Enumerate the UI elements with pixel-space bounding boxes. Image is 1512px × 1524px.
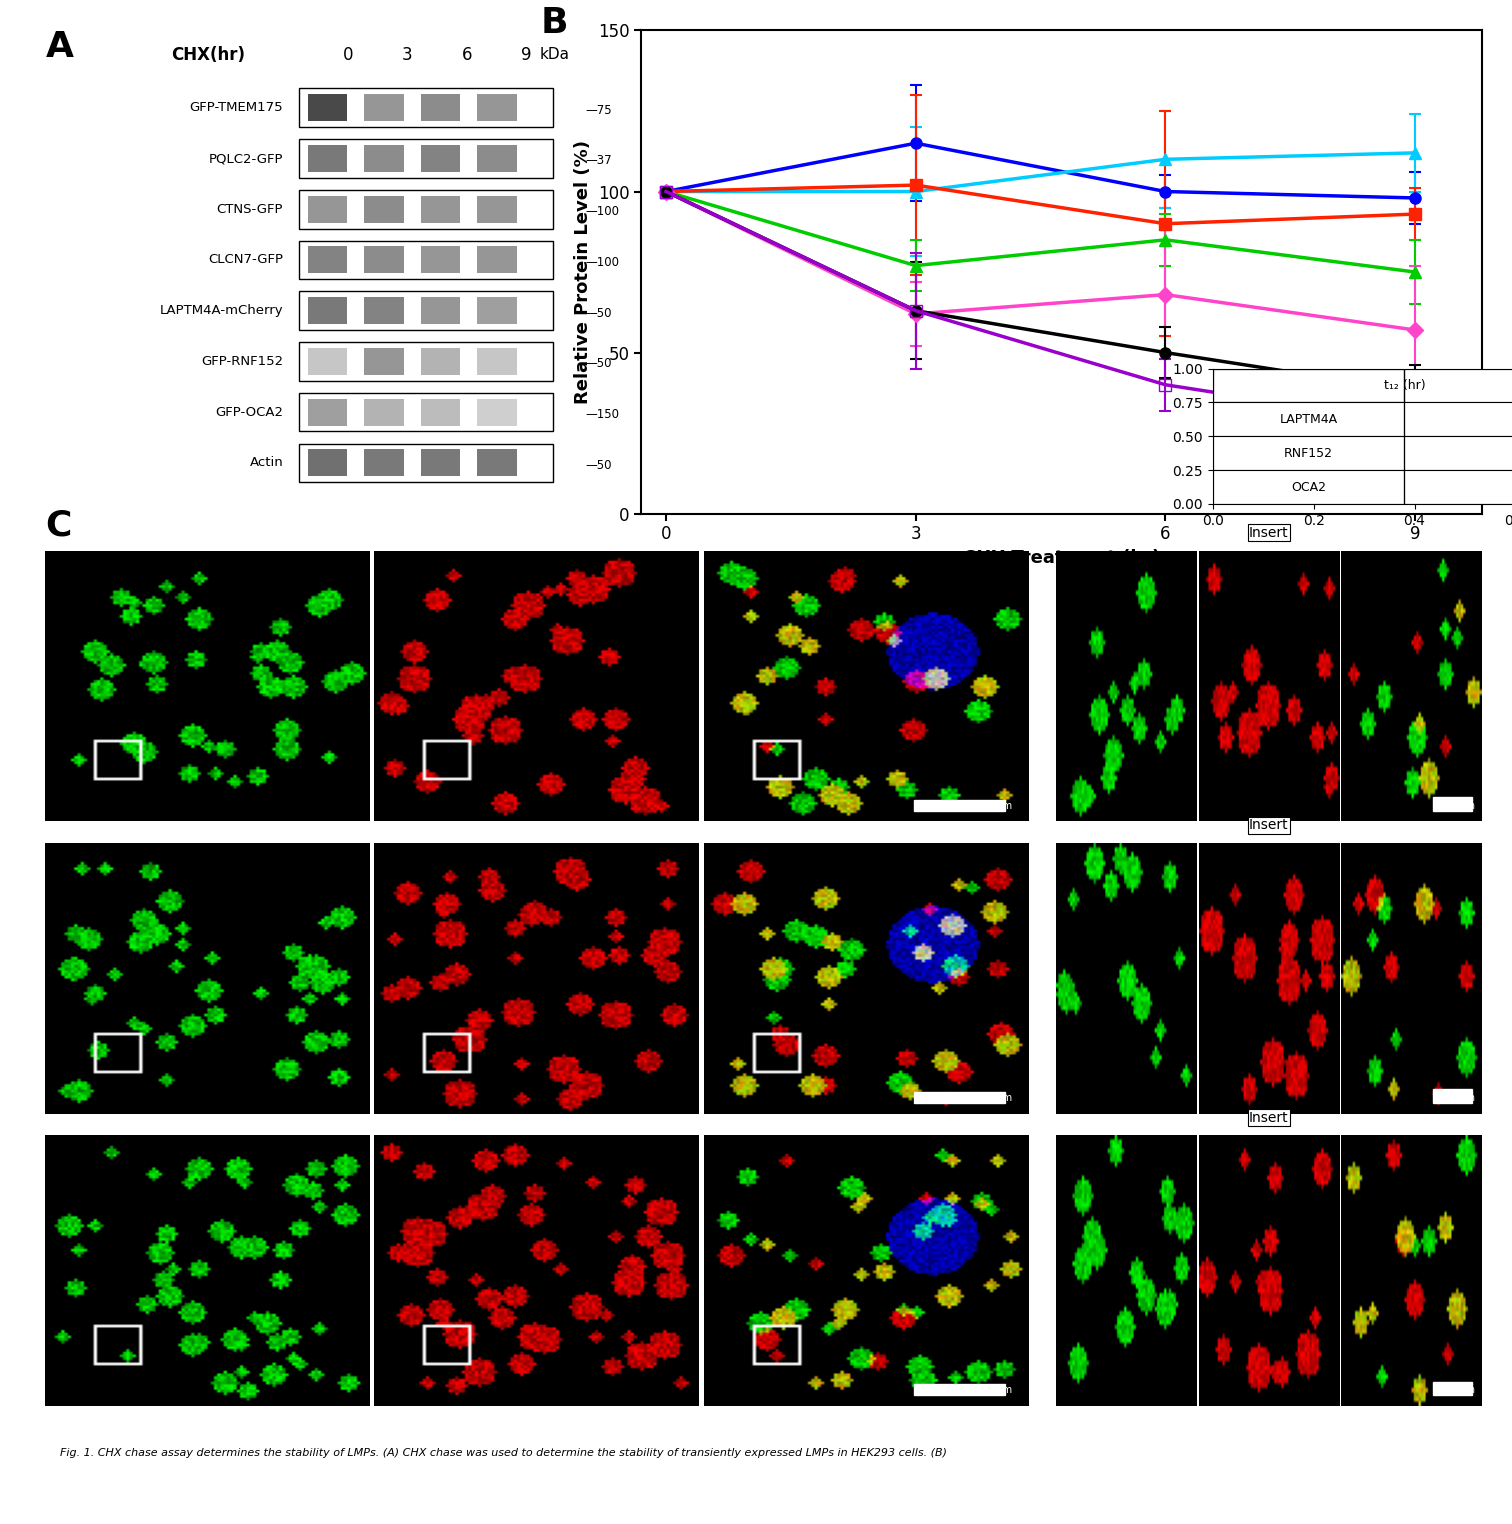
Bar	[915, 800, 1005, 811]
Title: LAPTM4A: LAPTM4A	[175, 536, 240, 550]
Text: 3 μm: 3 μm	[1450, 800, 1474, 811]
Title: LAMP2: LAMP2	[513, 536, 559, 550]
Bar	[478, 94, 517, 122]
Bar	[299, 88, 553, 126]
Text: 3 μm: 3 μm	[1450, 1093, 1474, 1103]
Text: —150: —150	[585, 408, 620, 421]
Text: 6: 6	[461, 46, 472, 64]
Text: B: B	[540, 6, 567, 40]
Bar	[364, 94, 404, 122]
Bar	[364, 347, 404, 375]
Title: LAMP2: LAMP2	[513, 1122, 559, 1135]
Bar	[420, 195, 460, 223]
Bar	[299, 241, 553, 279]
Text: 10 μm: 10 μm	[980, 800, 1012, 811]
Text: —50: —50	[585, 306, 612, 320]
Bar	[308, 145, 348, 172]
Bar	[915, 1384, 1005, 1396]
Text: A: A	[45, 30, 74, 64]
Bar	[299, 341, 553, 381]
Bar	[478, 247, 517, 273]
Bar	[1432, 1382, 1471, 1396]
Text: —75: —75	[585, 104, 612, 117]
Text: CTNS-GFP: CTNS-GFP	[216, 203, 283, 216]
Text: 10 μm: 10 μm	[980, 1093, 1012, 1103]
Bar	[308, 195, 348, 223]
Bar	[299, 291, 553, 331]
Text: Insert: Insert	[1249, 526, 1288, 539]
Text: PQLC2-GFP: PQLC2-GFP	[209, 152, 283, 165]
Text: 9: 9	[522, 46, 532, 64]
Bar	[308, 399, 348, 425]
Text: 0: 0	[343, 46, 354, 64]
Bar	[420, 297, 460, 325]
Text: Insert: Insert	[1249, 1111, 1288, 1125]
Bar	[915, 1093, 1005, 1103]
Bar	[364, 195, 404, 223]
Bar	[364, 297, 404, 325]
Bar	[364, 399, 404, 425]
Y-axis label: Relative Protein Level (%): Relative Protein Level (%)	[575, 140, 593, 404]
Title: Merge: Merge	[844, 829, 888, 843]
X-axis label: CHX Treatment (hr): CHX Treatment (hr)	[963, 549, 1160, 567]
Text: —100: —100	[585, 256, 620, 268]
Bar	[308, 94, 348, 122]
Bar	[420, 247, 460, 273]
Bar	[478, 195, 517, 223]
Bar	[299, 393, 553, 431]
Text: C: C	[45, 507, 71, 543]
Text: kDa: kDa	[540, 47, 570, 62]
Bar	[420, 94, 460, 122]
Text: Actin: Actin	[249, 456, 283, 469]
Bar	[308, 450, 348, 477]
Text: CLCN7-GFP: CLCN7-GFP	[209, 253, 283, 267]
Text: —50: —50	[585, 459, 612, 472]
Bar	[308, 297, 348, 325]
Text: GFP-RNF152: GFP-RNF152	[201, 355, 283, 367]
Bar	[1432, 1090, 1471, 1103]
Bar	[308, 347, 348, 375]
Text: CHX(hr): CHX(hr)	[171, 46, 245, 64]
Title: LAMP2: LAMP2	[513, 829, 559, 843]
Text: —50: —50	[585, 357, 612, 370]
Bar	[299, 443, 553, 482]
Title: Merge: Merge	[844, 1122, 888, 1135]
Bar	[478, 347, 517, 375]
Bar	[478, 145, 517, 172]
Text: Fig. 1. CHX chase assay determines the stability of LMPs. (A) CHX chase was used: Fig. 1. CHX chase assay determines the s…	[60, 1448, 947, 1458]
Bar	[364, 145, 404, 172]
Text: —100: —100	[585, 206, 620, 218]
Bar	[478, 399, 517, 425]
Text: —37: —37	[585, 154, 612, 168]
Text: LAPTM4A-mCherry: LAPTM4A-mCherry	[160, 305, 283, 317]
Bar	[364, 247, 404, 273]
Text: Insert: Insert	[1249, 818, 1288, 832]
Text: 10 μm: 10 μm	[980, 1385, 1012, 1396]
Bar	[420, 399, 460, 425]
Text: 3: 3	[402, 46, 413, 64]
Bar	[364, 450, 404, 477]
Title: RNF152: RNF152	[180, 829, 234, 843]
Bar	[308, 247, 348, 273]
Text: GFP-OCA2: GFP-OCA2	[215, 405, 283, 419]
Bar	[478, 450, 517, 477]
Bar	[299, 139, 553, 178]
Bar	[478, 297, 517, 325]
Text: GFP-TMEM175: GFP-TMEM175	[189, 101, 283, 114]
Text: 3 μm: 3 μm	[1450, 1385, 1474, 1396]
Bar	[1432, 797, 1471, 811]
Title: OCA2: OCA2	[187, 1122, 227, 1135]
Bar	[420, 450, 460, 477]
Bar	[420, 347, 460, 375]
Bar	[299, 190, 553, 229]
Bar	[420, 145, 460, 172]
Title: Merge: Merge	[844, 536, 888, 550]
